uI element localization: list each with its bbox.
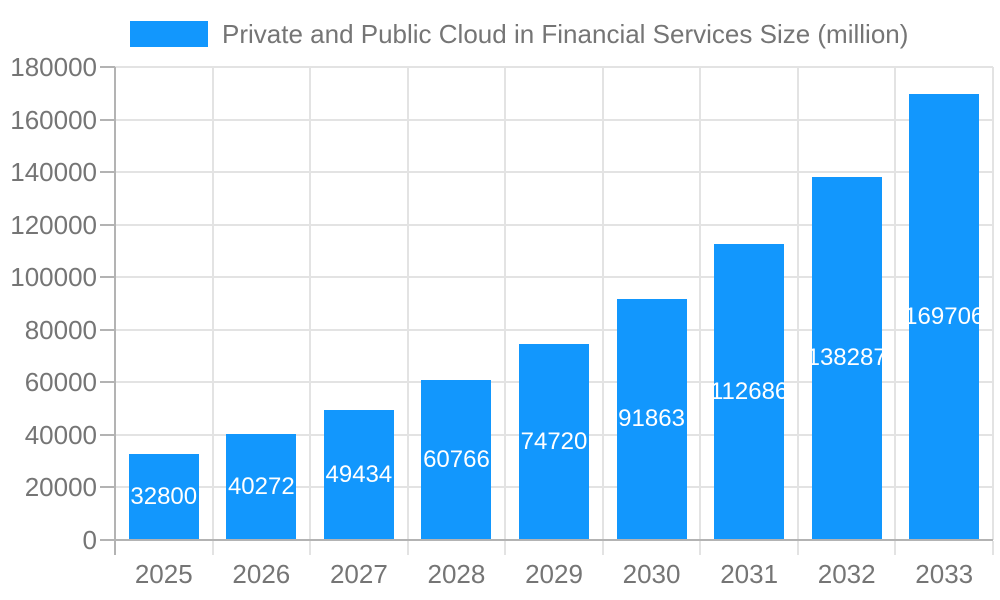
- y-axis-tick: [100, 276, 115, 279]
- y-tick-label: 120000: [10, 209, 97, 240]
- legend-swatch: [130, 21, 208, 47]
- x-axis-tick: [992, 541, 994, 555]
- bar-value-label: 49434: [325, 461, 393, 489]
- x-tick-label: 2032: [817, 559, 876, 589]
- bar-value-label: 169706: [904, 303, 985, 331]
- bar-value-label: 91863: [618, 405, 685, 433]
- y-tick-label: 60000: [24, 367, 97, 398]
- x-tick-label: 2026: [232, 559, 291, 589]
- x-tick-label: 2028: [427, 559, 486, 589]
- bar-value-label: 60766: [423, 446, 490, 474]
- x-axis-tick: [211, 541, 214, 555]
- x-axis-tick: [796, 541, 799, 555]
- gridline-horizontal: [115, 171, 993, 174]
- bar-2031[interactable]: [714, 244, 784, 540]
- x-tick-label: 2025: [134, 559, 193, 589]
- y-tick-label: 0: [82, 525, 97, 555]
- bar-value-label: 74720: [520, 427, 588, 455]
- gridline-horizontal: [115, 328, 993, 331]
- legend: Private and Public Cloud in Financial Se…: [130, 21, 908, 47]
- x-tick-label: 2033: [915, 559, 974, 589]
- y-tick-label: 100000: [10, 262, 97, 293]
- gridline-vertical: [894, 67, 897, 540]
- y-axis-tick: [100, 328, 115, 331]
- bar-2025[interactable]: [129, 454, 199, 540]
- y-axis-line: [114, 67, 116, 555]
- y-tick-label: 80000: [24, 314, 97, 345]
- gridline-vertical: [406, 67, 409, 540]
- bar-2029[interactable]: [519, 344, 589, 540]
- gridline-horizontal: [115, 223, 993, 226]
- y-tick-label: 40000: [24, 419, 97, 450]
- gridline-vertical: [309, 67, 312, 540]
- bar-value-label: 138287: [806, 344, 887, 372]
- y-axis-tick: [100, 486, 115, 489]
- y-tick-label: 20000: [24, 472, 97, 503]
- x-axis-tick: [601, 541, 604, 555]
- y-tick-label: 160000: [10, 104, 97, 135]
- x-axis-line: [114, 539, 993, 541]
- x-tick-label: 2030: [622, 559, 681, 589]
- y-axis-tick: [100, 171, 115, 174]
- gridline-vertical: [504, 67, 507, 540]
- bar-value-label: 32800: [130, 482, 198, 510]
- bar-2033[interactable]: [909, 94, 979, 540]
- bar-2032[interactable]: [812, 177, 882, 540]
- x-axis-tick: [309, 541, 312, 555]
- gridline-horizontal: [115, 118, 993, 121]
- gridline-vertical: [211, 67, 214, 540]
- x-tick-label: 2027: [329, 559, 388, 589]
- y-axis-tick: [100, 433, 115, 436]
- y-tick-label: 140000: [10, 157, 97, 188]
- bar-2026[interactable]: [226, 434, 296, 540]
- gridline-vertical: [699, 67, 702, 540]
- x-axis-tick: [504, 541, 507, 555]
- x-axis-tick: [699, 541, 702, 555]
- y-axis-tick: [100, 381, 115, 384]
- gridline-vertical: [992, 67, 994, 540]
- x-axis-tick: [406, 541, 409, 555]
- legend-label: Private and Public Cloud in Financial Se…: [222, 19, 909, 49]
- x-axis-tick: [894, 541, 897, 555]
- bar-2028[interactable]: [421, 380, 491, 540]
- y-axis-tick: [100, 539, 115, 541]
- x-tick-label: 2031: [720, 559, 779, 589]
- gridline-horizontal: [115, 276, 993, 279]
- gridline-vertical: [601, 67, 604, 540]
- y-tick-label: 180000: [10, 52, 97, 82]
- bar-2030[interactable]: [617, 299, 687, 540]
- y-axis-tick: [100, 223, 115, 226]
- x-tick-label: 2029: [525, 559, 583, 589]
- bar-2027[interactable]: [324, 410, 394, 540]
- bar-value-label: 40272: [227, 473, 295, 501]
- y-axis-tick: [100, 118, 115, 121]
- bar-value-label: 112686: [709, 377, 789, 405]
- gridline-horizontal: [115, 66, 993, 68]
- y-axis-tick: [100, 66, 115, 68]
- gridline-vertical: [796, 67, 799, 540]
